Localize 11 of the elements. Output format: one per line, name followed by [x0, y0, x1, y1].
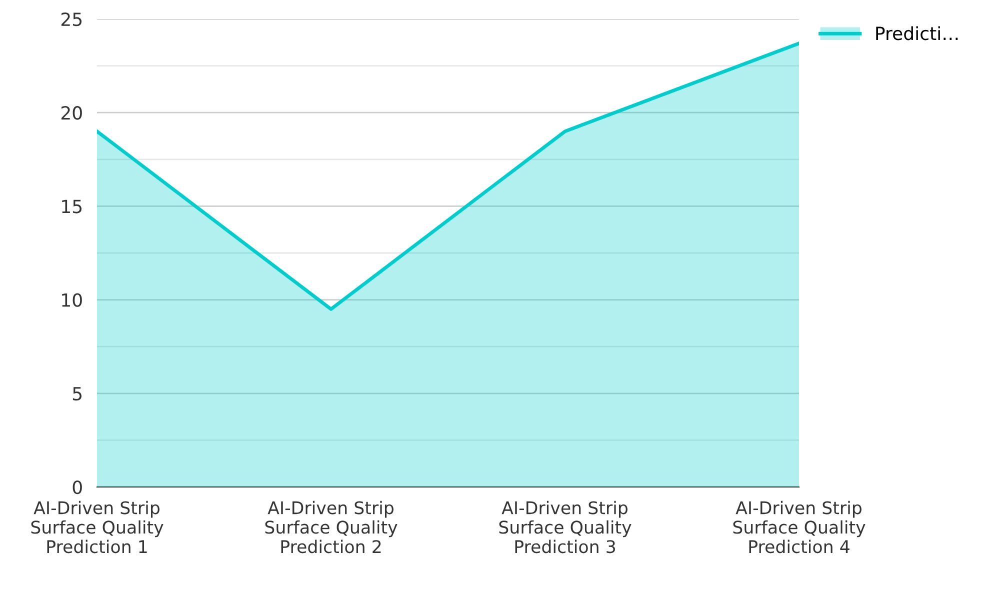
y-tick-label: 10 — [62, 293, 82, 307]
x-tick-label: AI-Driven Strip Surface Quality Prediction 3 — [499, 500, 632, 554]
legend-label: Predicti… — [876, 26, 958, 40]
y-tick-label: 0 — [72, 480, 82, 494]
x-tick-label: AI-Driven Strip Surface Quality Prediction 1 — [31, 500, 164, 554]
y-tick-label: 15 — [62, 200, 82, 214]
y-tick-label: 20 — [61, 106, 82, 120]
x-tick-label: AI-Driven Strip Surface Quality Prediction 2 — [265, 500, 398, 554]
y-tick-label: 25 — [61, 12, 82, 26]
y-tick-label: 5 — [73, 387, 82, 401]
x-tick-label: AI-Driven Strip Surface Quality Prediction 4 — [733, 500, 866, 554]
